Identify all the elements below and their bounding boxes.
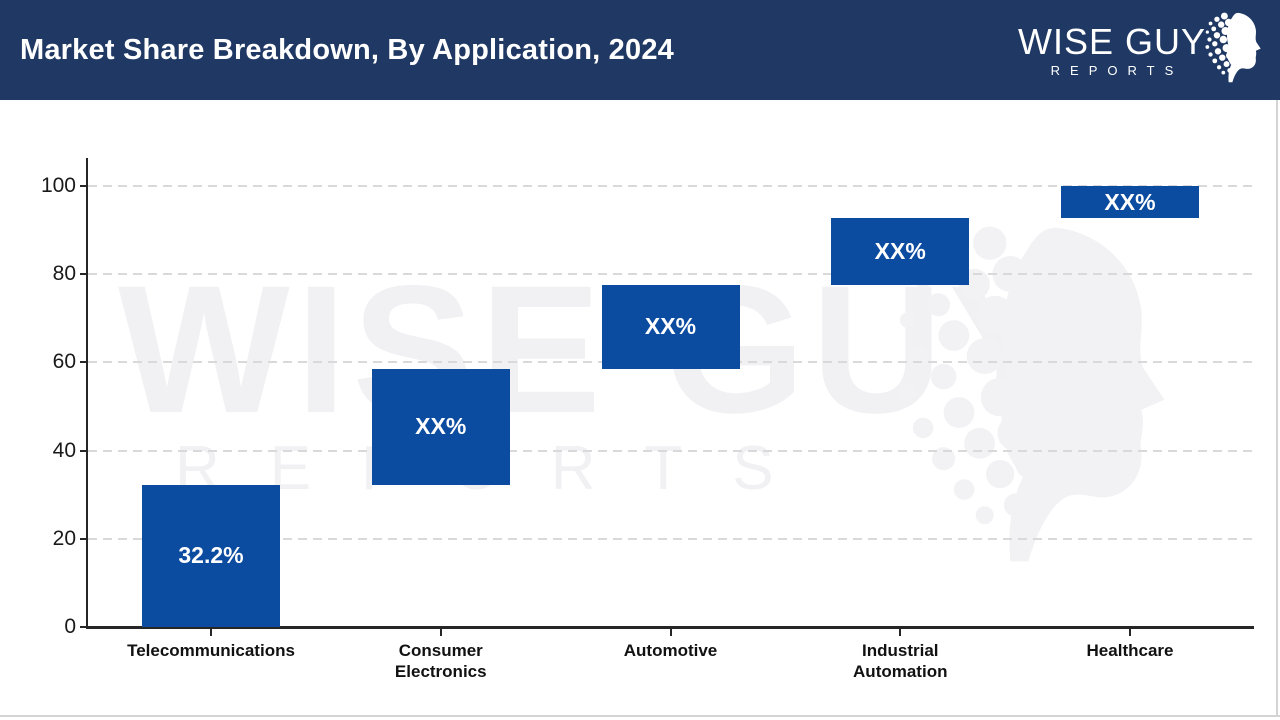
y-tick-mark-60 — [80, 361, 88, 364]
x-tick-mark-telecommunications — [210, 629, 212, 636]
x-tick-mark-consumer-electronics — [439, 629, 442, 636]
x-category-label-telecommunications: Telecommunications — [127, 641, 295, 660]
bar-value-label: XX% — [874, 237, 926, 264]
bar-consumer-electronics: XX% — [371, 369, 510, 485]
gridline-80 — [88, 273, 1258, 276]
x-axis-line — [86, 626, 1254, 629]
y-axis-line — [86, 158, 88, 629]
y-tick-label-20: 20 — [52, 526, 76, 550]
header-bar: Market Share Breakdown, By Application, … — [0, 0, 1280, 100]
x-tick-mark-industrial-automation — [899, 629, 902, 636]
y-tick-label-40: 40 — [52, 438, 76, 462]
y-tick-mark-80 — [80, 273, 88, 276]
gridline-40 — [88, 449, 1258, 452]
y-tick-mark-100 — [80, 185, 88, 187]
logo-wordmark: WISE GUY — [1017, 20, 1206, 62]
x-category-label-consumer-electronics: Consumer Electronics — [394, 641, 487, 681]
bar-healthcare: XX% — [1061, 186, 1199, 219]
y-tick-mark-0 — [80, 626, 88, 628]
x-tick-mark-automotive — [669, 629, 672, 636]
x-category-label-automotive: Automotive — [623, 641, 718, 660]
y-tick-label-60: 60 — [52, 350, 76, 374]
gridline-100 — [88, 185, 1258, 187]
bar-value-label: XX% — [1104, 188, 1156, 215]
logo-subtext: REPORTS — [1050, 62, 1184, 78]
wiseguy-logo: WISE GUY REPORTS — [1018, 8, 1266, 86]
wiseguy-face-icon — [1202, 8, 1266, 86]
x-category-label-industrial-automation: Industrial Automation — [853, 641, 948, 681]
x-tick-mark-healthcare — [1129, 629, 1131, 636]
page-title: Market Share Breakdown, By Application, … — [20, 33, 674, 66]
wiseguy-logo-text: WISE GUY REPORTS — [1017, 20, 1206, 78]
y-tick-mark-20 — [80, 537, 88, 540]
bar-industrial-automation: XX% — [831, 218, 970, 285]
bar-value-label: XX% — [644, 313, 697, 340]
y-tick-label-0: 0 — [64, 615, 76, 638]
x-category-label-healthcare: Healthcare — [1086, 641, 1174, 660]
y-tick-label-80: 80 — [52, 262, 76, 286]
gridline-20 — [88, 537, 1258, 540]
y-tick-mark-40 — [80, 449, 88, 452]
bar-automotive: XX% — [601, 284, 740, 369]
bar-telecommunications: 32.2% — [142, 484, 280, 627]
right-divider — [1276, 100, 1278, 717]
bottom-divider — [0, 715, 1280, 717]
y-tick-label-100: 100 — [40, 174, 76, 197]
bar-value-label: XX% — [415, 413, 467, 440]
bar-value-label: 32.2% — [178, 542, 244, 569]
